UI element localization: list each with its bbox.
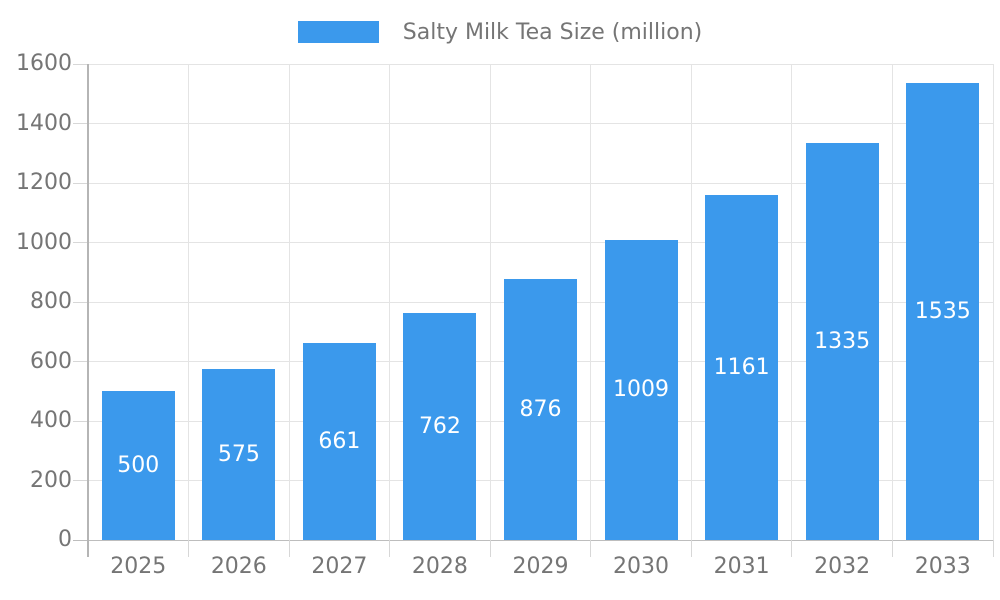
x-tick-label: 2027 (311, 554, 368, 579)
y-tick-label: 1600 (16, 51, 72, 76)
bar-value-label: 575 (217, 441, 260, 467)
y-gridline (88, 182, 993, 184)
x-tick (590, 540, 592, 557)
x-gridline (288, 64, 290, 540)
bar-2028[interactable]: 762 (403, 313, 477, 540)
bar-2033[interactable]: 1535 (906, 83, 980, 540)
x-gridline (690, 64, 692, 540)
x-tick (992, 540, 994, 557)
bar-value-label: 876 (519, 397, 562, 423)
y-tick (73, 480, 88, 481)
x-gridline (188, 64, 190, 540)
y-tick-label: 0 (58, 527, 72, 552)
x-tick (188, 540, 190, 557)
bar-2029[interactable]: 876 (504, 279, 577, 540)
bar-2026[interactable]: 575 (202, 368, 276, 540)
legend-label: Salty Milk Tea Size (million) (402, 19, 703, 45)
bar-2025[interactable]: 500 (101, 391, 175, 540)
x-gridline (791, 64, 793, 540)
x-tick (891, 540, 893, 557)
bar-value-label: 661 (318, 429, 361, 455)
bar-2031[interactable]: 1161 (705, 194, 779, 540)
bar-value-label: 762 (418, 414, 461, 440)
y-tick (73, 63, 88, 65)
x-tick (690, 540, 692, 557)
y-gridline (88, 63, 993, 65)
y-tick-label: 200 (30, 467, 72, 493)
y-tick (73, 182, 88, 184)
x-gridline (389, 64, 391, 540)
y-tick-label: 400 (30, 408, 72, 433)
x-tick-label: 2033 (914, 554, 971, 579)
x-tick (389, 540, 391, 557)
x-tick-label: 2028 (411, 554, 468, 579)
x-tick (791, 540, 793, 557)
x-tick-label: 2032 (814, 554, 871, 579)
legend-swatch-icon (297, 21, 379, 43)
x-gridline (590, 64, 592, 540)
bar-2027[interactable]: 661 (302, 343, 376, 540)
y-tick-label: 600 (30, 348, 72, 374)
x-tick (489, 540, 491, 557)
y-tick (73, 539, 88, 541)
bar-value-label: 500 (117, 453, 160, 479)
bar-value-label: 1535 (914, 299, 971, 325)
y-axis-line (87, 64, 89, 557)
bar-2030[interactable]: 1009 (604, 239, 678, 540)
y-tick-label: 1400 (16, 110, 72, 136)
plot-area: 0 200 400 600 800 1000 1200 1400 1600 500 2025 575 2… (16, 51, 994, 579)
bar-value-label: 1009 (613, 377, 670, 403)
bar-2032[interactable]: 1335 (805, 142, 879, 540)
x-tick-label: 2029 (512, 554, 569, 579)
y-tick (73, 420, 88, 422)
x-gridline (489, 64, 491, 540)
y-tick (73, 123, 88, 124)
y-gridline (88, 539, 993, 541)
x-tick-label: 2031 (713, 554, 770, 579)
y-tick (73, 242, 88, 243)
legend[interactable]: Salty Milk Tea Size (million) (0, 19, 1000, 45)
bar-value-label: 1335 (814, 328, 871, 354)
y-tick-label: 1200 (16, 170, 72, 195)
y-tick-label: 1000 (16, 229, 72, 255)
x-tick-label: 2026 (210, 554, 267, 579)
y-gridline (88, 242, 993, 243)
y-tick (73, 301, 88, 303)
x-tick-label: 2030 (613, 554, 670, 579)
x-gridline (891, 64, 893, 540)
y-gridline (88, 123, 993, 124)
y-tick-label: 800 (30, 289, 72, 314)
bar-value-label: 1161 (713, 354, 770, 380)
x-tick-label: 2025 (110, 554, 167, 579)
y-tick (73, 361, 88, 362)
x-tick (288, 540, 290, 557)
x-gridline (992, 64, 994, 540)
